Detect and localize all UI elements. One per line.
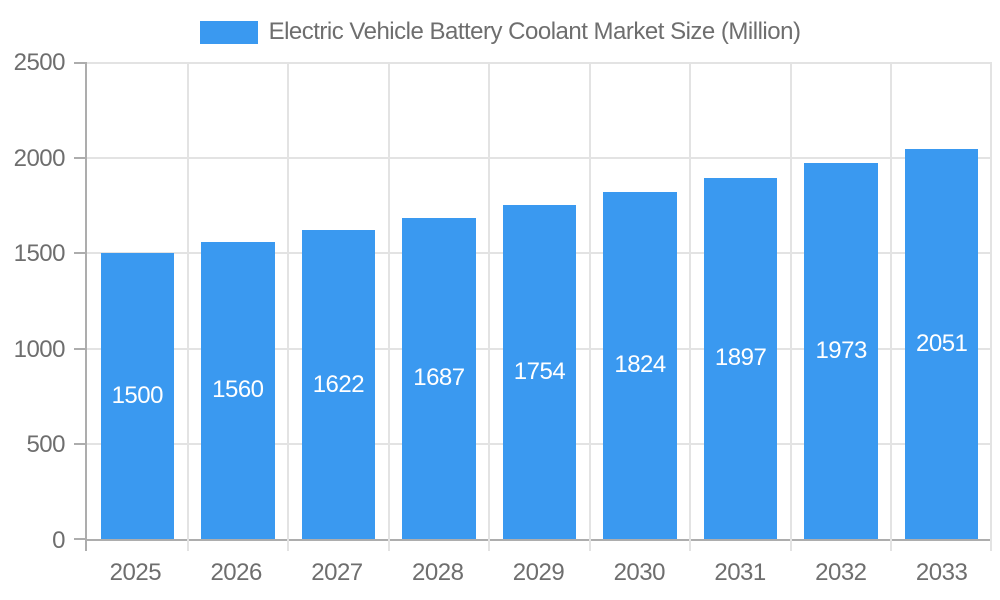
x-axis-tick-label: 2031 [714,559,766,586]
gridline-vertical [689,63,692,539]
bar-value-label: 1973 [815,337,867,365]
bar-value-label: 1622 [312,370,365,398]
plot-area: 1500 1560 1622 1687 1754 1824 1897 1973 2051 [74,62,992,551]
bar-cell: 2051 [891,63,992,539]
y-axis-tick [74,62,87,64]
bar-cell: 1754 [489,63,590,539]
y-axis-tick [74,252,87,255]
bar-value-label: 1687 [413,364,465,392]
x-axis-tick [890,539,893,551]
bar-2032[interactable]: 1973 [804,163,878,539]
bar-value-label: 1824 [614,351,666,379]
x-axis-tick [387,539,390,551]
x-axis-tick [488,539,491,551]
gridline-vertical [387,63,390,539]
x-axis-tick-label: 2033 [915,559,968,586]
y-axis-tick [74,442,87,445]
x-axis-tick-label: 2029 [512,559,565,586]
bar-cell: 1687 [389,63,490,539]
gridline-vertical [488,63,491,539]
y-axis-tick-label: 1000 [13,335,66,363]
bar-value-label: 1500 [111,382,164,410]
bar-2030[interactable]: 1824 [603,191,677,539]
bar-cell: 1824 [590,63,691,539]
x-axis-tick [789,539,792,551]
x-axis-tick [990,539,992,551]
bar-value-label: 2051 [916,329,968,357]
x-axis-tick-label: 2030 [613,559,666,586]
legend-label: Electric Vehicle Battery Coolant Market … [268,18,801,45]
bar-2031[interactable]: 1897 [703,177,778,539]
x-axis-tick-label: 2025 [109,559,162,586]
y-axis-tick-label: 2500 [13,49,66,76]
bar-2025[interactable]: 1500 [100,253,174,539]
y-axis-tick-label: 0 [52,527,65,554]
gridline-horizontal [87,157,992,160]
x-axis-tick [689,539,692,551]
bar-2028[interactable]: 1687 [402,217,476,539]
x-axis-tick-label: 2027 [311,559,363,586]
bar-cell: 1500 [87,63,188,539]
bar-cell: 1560 [188,63,289,539]
x-axis-tick [186,539,189,551]
y-axis-tick [74,538,87,540]
bar-value-label: 1754 [513,358,566,386]
bar-cell: 1897 [690,63,791,539]
bar-2033[interactable]: 2051 [905,148,979,539]
bar-2029[interactable]: 1754 [502,205,577,539]
bar-value-label: 1560 [212,376,264,404]
bar-cell: 1973 [791,63,892,539]
gridline-vertical [990,63,992,539]
legend-swatch-icon [199,20,258,44]
bar-2027[interactable]: 1622 [301,230,376,539]
y-axis-tick-label: 1500 [13,240,66,268]
gridline-vertical [287,63,290,539]
gridline-vertical [588,63,591,539]
gridline-horizontal [87,62,992,64]
y-axis-tick [74,347,87,350]
x-axis-tick [588,539,591,551]
gridline-vertical [186,63,189,539]
bar-2026[interactable]: 1560 [201,241,275,539]
gridline-vertical [890,63,893,539]
x-axis: 2025 2026 2027 2028 2029 2030 2031 2032 2033 [85,541,992,591]
x-axis-tick [287,539,290,551]
y-axis-tick [74,157,87,160]
gridline-vertical [789,63,792,539]
bar-cell: 1622 [288,63,389,539]
y-axis: 0 500 1000 1500 2000 2500 [0,49,66,554]
y-axis-tick-label: 2000 [13,144,66,172]
bar-value-label: 1897 [714,344,767,372]
x-axis-tick-label: 2028 [412,559,464,586]
y-axis-tick-label: 500 [26,431,65,459]
x-axis-tick [85,539,87,551]
chart-legend[interactable]: Electric Vehicle Battery Coolant Market … [0,18,1000,46]
x-axis-tick-label: 2026 [210,559,262,586]
x-axis-tick-label: 2032 [815,559,867,586]
